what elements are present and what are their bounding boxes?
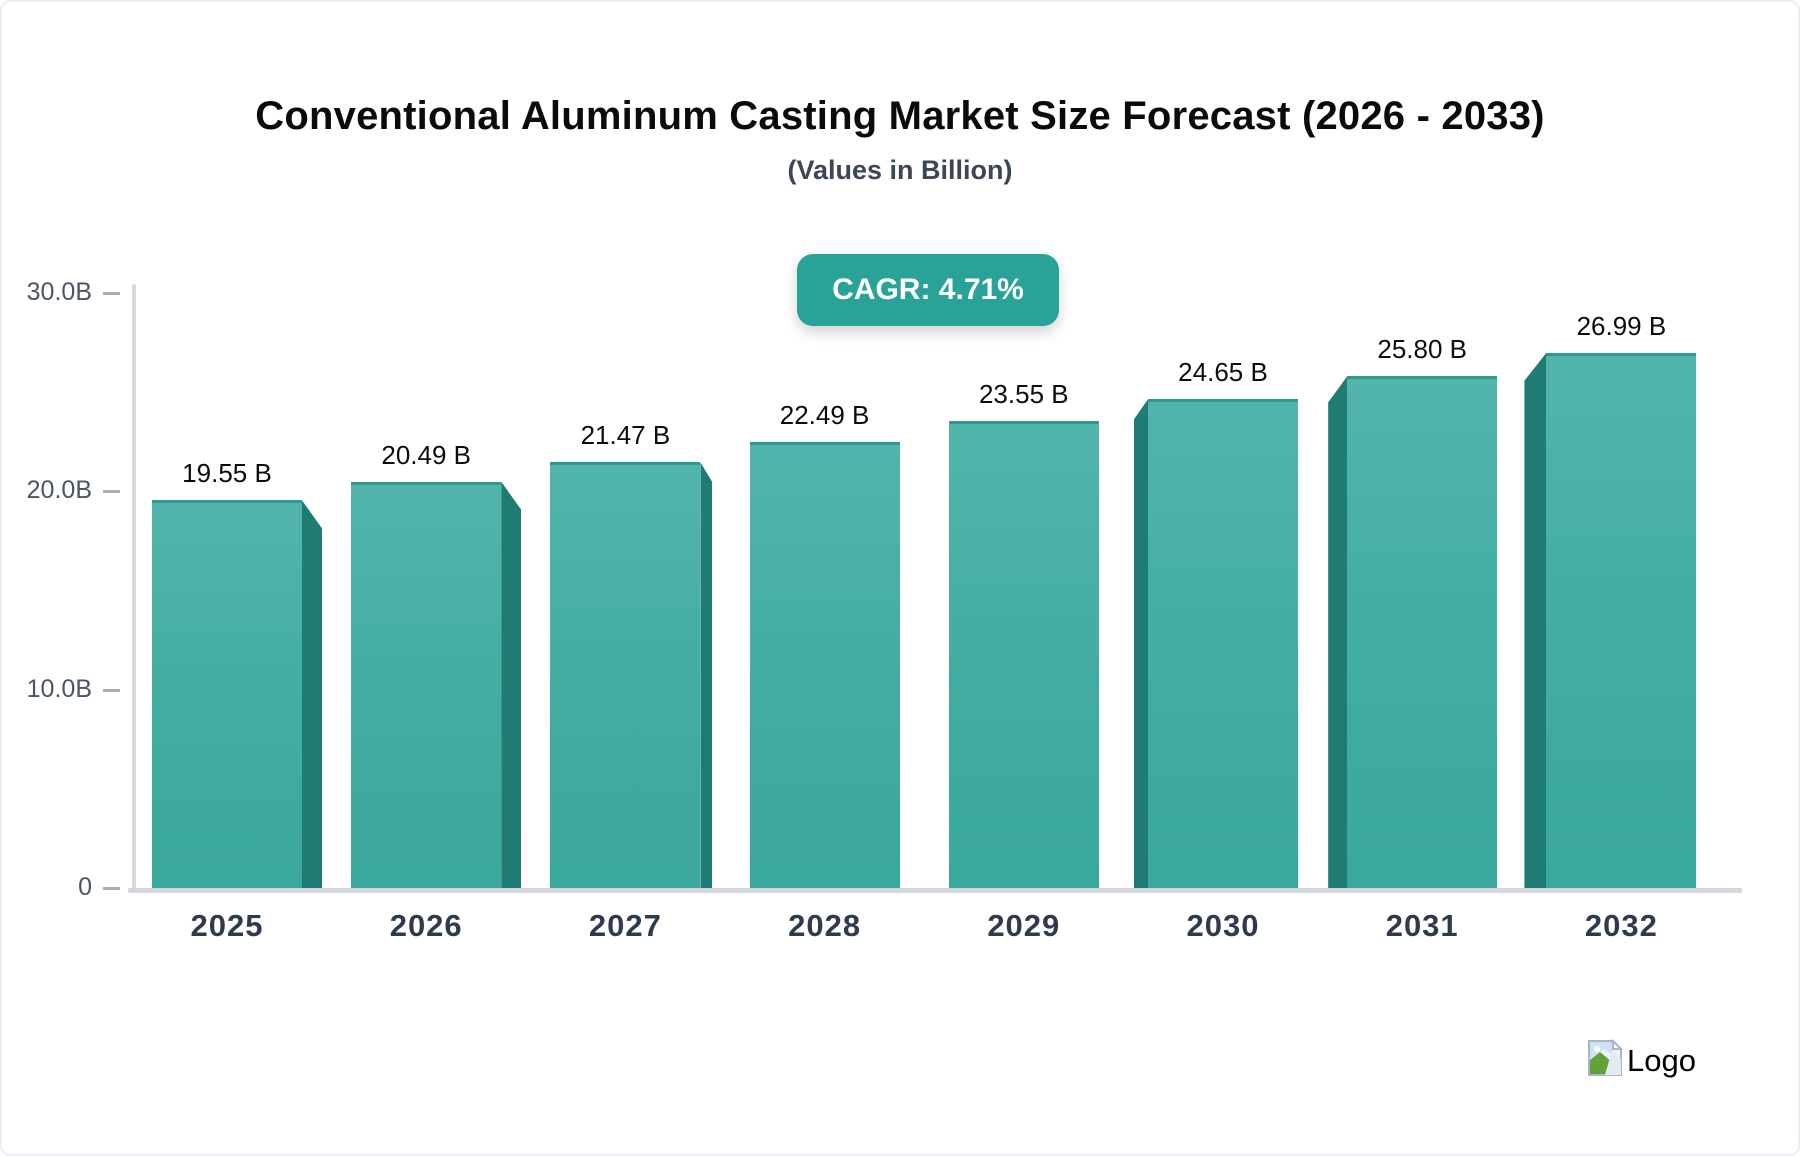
chart-title: Conventional Aluminum Casting Market Siz… — [255, 94, 1545, 138]
bar-2025 — [152, 500, 302, 888]
x-axis-label: 2028 — [788, 908, 862, 943]
bar-side-face — [1134, 399, 1148, 888]
cagr-badge: CAGR: 4.71% — [797, 254, 1059, 326]
x-axis-label: 2027 — [588, 908, 662, 943]
y-axis-tick-label: 0 — [78, 873, 92, 901]
x-axis-label: 2029 — [987, 908, 1061, 943]
y-axis-tick-label: 20.0B — [26, 476, 92, 505]
bar-value-label: 21.47 B — [580, 420, 671, 451]
chart-header: Conventional Aluminum Casting Market Siz… — [2, 94, 1798, 186]
chart-subtitle: (Values in Billion) — [787, 155, 1013, 185]
x-axis-label: 2030 — [1186, 908, 1260, 943]
bar-side-face — [302, 500, 322, 888]
bar-value-label: 22.49 B — [779, 400, 870, 431]
y-axis-tick-mark — [103, 887, 120, 890]
bar-2027 — [550, 462, 701, 888]
y-axis-tick-label: 10.0B — [26, 674, 92, 703]
logo: Logo — [1585, 1038, 1696, 1078]
bar-side-face — [1328, 376, 1348, 888]
x-axis-label: 2025 — [190, 908, 264, 943]
y-axis-tick-mark — [103, 292, 120, 296]
bar-value-label: 26.99 B — [1576, 310, 1667, 341]
y-axis-tick-label: 30.0B — [26, 278, 92, 307]
bar-2026 — [351, 481, 502, 888]
bar-2028 — [749, 442, 900, 888]
y-axis-tick-mark — [103, 688, 120, 692]
bar-side-face — [501, 481, 522, 888]
bar-2030 — [1148, 399, 1298, 888]
x-axis-label: 2032 — [1584, 908, 1658, 943]
bar-side-face — [1524, 352, 1547, 888]
bar-2029 — [948, 421, 1099, 888]
bar-side-face — [700, 462, 713, 888]
x-axis-label: 2026 — [389, 908, 463, 943]
y-axis-line — [132, 284, 136, 890]
bar-value-label: 19.55 B — [182, 458, 272, 489]
bar-value-label: 25.80 B — [1377, 334, 1467, 365]
bar-value-label: 23.55 B — [978, 379, 1069, 409]
x-axis-label: 2031 — [1385, 908, 1459, 943]
y-axis-tick-mark — [103, 490, 120, 494]
bar-value-label: 24.65 B — [1178, 357, 1268, 388]
broken-image-icon — [1588, 1038, 1624, 1076]
x-axis-line — [128, 888, 1742, 893]
logo-alt-text: Logo — [1627, 1042, 1696, 1078]
bar-2031 — [1347, 376, 1498, 888]
bar-2032 — [1546, 352, 1697, 888]
bar-value-label: 20.49 B — [381, 439, 471, 470]
